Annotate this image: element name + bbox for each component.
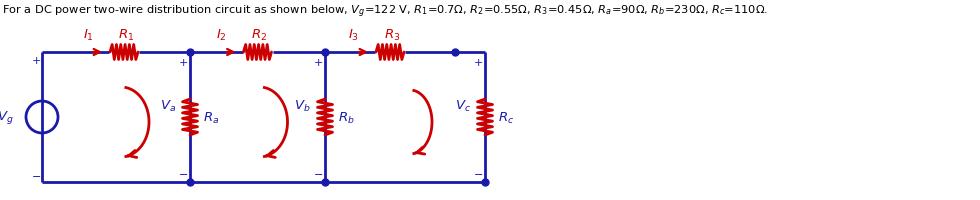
- Text: $I_2$: $I_2$: [217, 28, 227, 43]
- Text: $-$: $-$: [178, 167, 188, 177]
- Text: $V_a$: $V_a$: [160, 98, 176, 113]
- Text: +: +: [473, 58, 483, 68]
- Text: $R_2$: $R_2$: [252, 28, 268, 43]
- Text: +: +: [314, 58, 322, 68]
- Text: +: +: [31, 56, 41, 66]
- Text: $R_b$: $R_b$: [338, 110, 355, 125]
- Text: $I_1$: $I_1$: [82, 28, 93, 43]
- Text: $-$: $-$: [473, 167, 483, 177]
- Text: +: +: [178, 58, 188, 68]
- Text: $R_a$: $R_a$: [203, 110, 220, 125]
- Text: $V_c$: $V_c$: [455, 98, 471, 113]
- Text: $R_3$: $R_3$: [384, 28, 400, 43]
- Text: $-$: $-$: [31, 169, 41, 179]
- Text: $I_3$: $I_3$: [349, 28, 360, 43]
- Text: $R_c$: $R_c$: [498, 110, 514, 125]
- Text: $R_1$: $R_1$: [118, 28, 134, 43]
- Text: $V_g$: $V_g$: [0, 109, 14, 126]
- Text: For a DC power two-wire distribution circuit as shown below, $V_g$=122 V, $R_1$=: For a DC power two-wire distribution cir…: [2, 4, 768, 20]
- Text: $V_b$: $V_b$: [295, 98, 311, 113]
- Text: $-$: $-$: [313, 167, 323, 177]
